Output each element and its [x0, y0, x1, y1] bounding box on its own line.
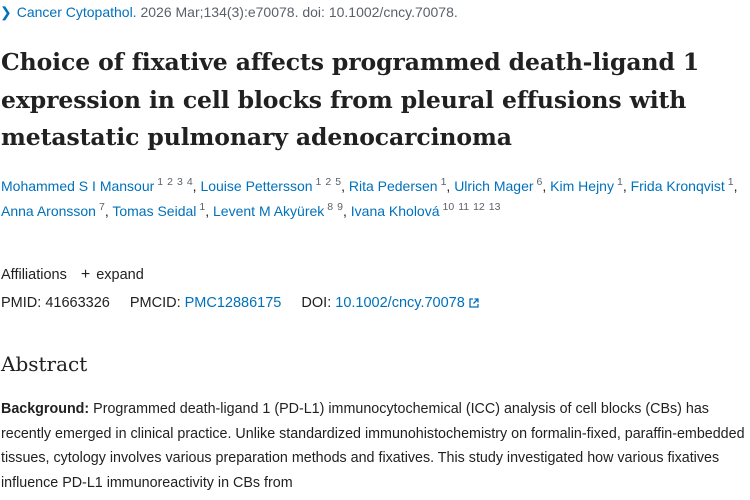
- author-name-link[interactable]: Mohammed S I Mansour: [1, 178, 155, 194]
- affiliation-number[interactable]: 13: [488, 201, 501, 213]
- affiliation-number[interactable]: 2: [325, 176, 332, 188]
- pmid-value: 41663326: [45, 295, 110, 311]
- author-name-link[interactable]: Ulrich Mager: [454, 178, 534, 194]
- affiliation-number[interactable]: 1: [315, 176, 322, 188]
- author-separator: ,: [205, 203, 214, 219]
- author-item: Rita Pedersen 1: [348, 176, 447, 194]
- doi-label: DOI:: [301, 295, 332, 311]
- author-item: Frida Kronqvist 1: [630, 176, 734, 194]
- author-separator: ,: [622, 178, 631, 194]
- background-label: Background:: [1, 401, 90, 417]
- affiliations-row: Affiliations + expand: [1, 266, 144, 284]
- author-separator: ,: [446, 178, 455, 194]
- expand-label: expand: [96, 267, 144, 283]
- author-separator: ,: [542, 178, 551, 194]
- chevron-right-icon[interactable]: ❯: [0, 4, 12, 20]
- affiliation-numbers: 1: [728, 176, 734, 188]
- affiliation-numbers: 1: [617, 176, 623, 188]
- pmid-label: PMID:: [1, 295, 42, 311]
- affiliation-number[interactable]: 4: [186, 176, 193, 188]
- affiliation-numbers: 1: [441, 176, 447, 188]
- author-item: Louise Pettersson 1 2 5: [200, 176, 342, 194]
- affiliation-numbers: 1: [199, 201, 205, 213]
- author-item: Tomas Seidal 1: [112, 201, 205, 219]
- affiliation-number[interactable]: 5: [335, 176, 342, 188]
- author-name-link[interactable]: Kim Hejny: [550, 178, 614, 194]
- doi-value: 10.1002/cncy.70078: [335, 295, 465, 311]
- affiliation-number[interactable]: 1: [616, 176, 623, 188]
- pmcid-label: PMCID:: [129, 295, 181, 311]
- affiliation-number[interactable]: 9: [337, 201, 343, 213]
- pmcid-link[interactable]: PMC12886175: [184, 295, 282, 311]
- plus-icon: +: [80, 266, 91, 283]
- affiliation-number[interactable]: 10: [442, 201, 455, 213]
- affiliation-number[interactable]: 11: [458, 201, 470, 213]
- expand-affiliations-button[interactable]: + expand: [71, 266, 144, 283]
- author-name-link[interactable]: Frida Kronqvist: [630, 178, 725, 194]
- author-item: Anna Aronsson 7: [1, 201, 105, 219]
- affiliation-number[interactable]: 6: [536, 176, 543, 188]
- affiliation-number[interactable]: 1: [157, 176, 164, 188]
- abstract-heading: Abstract: [1, 352, 88, 376]
- author-separator: ,: [341, 178, 349, 194]
- author-name-link[interactable]: Louise Pettersson: [200, 178, 313, 194]
- author-item: Kim Hejny 1: [550, 176, 623, 194]
- author-name-link[interactable]: Anna Aronsson: [1, 203, 96, 219]
- author-name-link[interactable]: Tomas Seidal: [112, 203, 197, 219]
- affiliation-number[interactable]: 1: [199, 201, 206, 213]
- external-link-icon: [469, 298, 479, 308]
- affiliation-number[interactable]: 2: [167, 176, 173, 188]
- affiliation-number[interactable]: 1: [440, 176, 447, 188]
- author-name-link[interactable]: Ivana Kholová: [350, 203, 440, 219]
- affiliation-numbers: 6: [537, 176, 543, 188]
- affiliation-numbers: 7: [99, 201, 105, 213]
- doi-link[interactable]: 10.1002/cncy.70078: [335, 295, 479, 311]
- affiliations-label: Affiliations: [1, 267, 67, 283]
- affiliation-number[interactable]: 12: [473, 201, 485, 213]
- citation-details: 2026 Mar;134(3):e70078. doi: 10.1002/cnc…: [140, 4, 458, 20]
- citation-line: ❯ Cancer Cytopathol. 2026 Mar;134(3):e700…: [0, 4, 458, 21]
- author-separator: ,: [192, 178, 201, 194]
- author-item: Mohammed S I Mansour 1 2 3 4: [1, 176, 193, 194]
- author-name-link[interactable]: Levent M Akyürek: [213, 203, 325, 219]
- article-title: Choice of fixative affects programmed de…: [1, 48, 700, 151]
- affiliation-number[interactable]: 8: [327, 201, 334, 213]
- journal-link[interactable]: Cancer Cytopathol.: [16, 4, 137, 20]
- background-text: Programmed death-ligand 1 (PD-L1) immuno…: [1, 401, 745, 491]
- affiliation-number[interactable]: 1: [727, 176, 734, 188]
- author-separator: ,: [342, 203, 351, 219]
- author-separator: ,: [733, 178, 738, 194]
- author-item: Ivana Kholová 10 11 12 13: [350, 201, 501, 219]
- identifiers-row: PMID: 41663326 PMCID: PMC12886175 DOI: 1…: [1, 295, 495, 311]
- affiliation-number[interactable]: 3: [176, 176, 183, 188]
- abstract-background: Background: Programmed death-ligand 1 (P…: [1, 397, 746, 495]
- author-separator: ,: [104, 203, 113, 219]
- affiliation-number[interactable]: 7: [98, 201, 105, 213]
- author-item: Ulrich Mager 6: [454, 176, 543, 194]
- affiliation-numbers: 10 11 12 13: [443, 201, 501, 213]
- author-name-link[interactable]: Rita Pedersen: [348, 178, 438, 194]
- author-item: Levent M Akyürek 8 9: [213, 201, 343, 219]
- author-list: Mohammed S I Mansour 1 2 3 4, Louise Petters…: [1, 174, 746, 224]
